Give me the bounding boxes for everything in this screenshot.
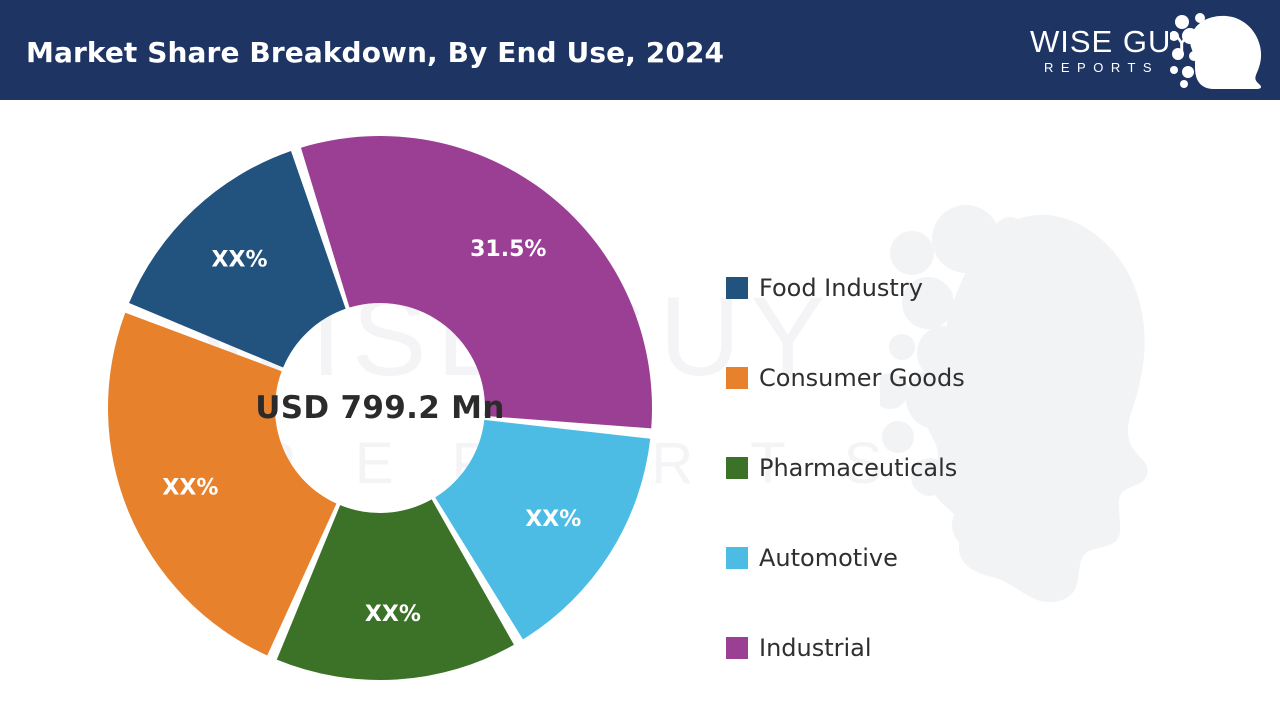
- legend-item[interactable]: Consumer Goods: [726, 333, 1056, 423]
- donut-chart: 31.5% XX% XX% XX% XX%: [108, 136, 652, 681]
- donut-slice-label: XX%: [162, 476, 218, 501]
- donut-slice-label: 31.5%: [470, 237, 546, 262]
- legend-item[interactable]: Automotive: [726, 513, 1056, 603]
- brand-logo: WISE GUY REPORTS: [1022, 10, 1272, 92]
- legend-color-swatch: [726, 367, 748, 389]
- legend-item[interactable]: Food Industry: [726, 243, 1056, 333]
- legend-item[interactable]: Pharmaceuticals: [726, 423, 1056, 513]
- donut-slice-label: XX%: [212, 247, 268, 272]
- donut-slice[interactable]: [108, 312, 337, 656]
- legend-color-swatch: [726, 547, 748, 569]
- legend-item-label: Food Industry: [759, 274, 923, 302]
- legend-color-swatch: [726, 277, 748, 299]
- donut-slice[interactable]: [276, 499, 514, 681]
- donut-slice-label: XX%: [525, 507, 581, 532]
- header-bar: Market Share Breakdown, By End Use, 2024…: [0, 0, 1280, 100]
- donut-slices: [108, 136, 652, 681]
- chart-legend: Food Industry Consumer Goods Pharmaceutica…: [726, 243, 1056, 693]
- logo-wordmark: WISE GUY: [1030, 24, 1194, 59]
- watermark-head-silhouette-icon: [880, 205, 1148, 603]
- legend-color-swatch: [726, 457, 748, 479]
- donut-slice-label: XX%: [365, 602, 421, 627]
- legend-item[interactable]: Industrial: [726, 603, 1056, 693]
- legend-item-label: Pharmaceuticals: [759, 454, 958, 482]
- legend-color-swatch: [726, 637, 748, 659]
- logo-head-silhouette-icon: [1170, 13, 1262, 89]
- page-title: Market Share Breakdown, By End Use, 2024: [26, 36, 725, 69]
- legend-item-label: Automotive: [759, 544, 898, 572]
- donut-slice-labels: 31.5% XX% XX% XX% XX%: [162, 237, 581, 627]
- legend-item-label: Industrial: [759, 634, 872, 662]
- logo-subword: REPORTS: [1044, 60, 1160, 75]
- donut-slice[interactable]: [435, 419, 651, 640]
- donut-slice[interactable]: [129, 150, 346, 368]
- donut-slice[interactable]: [300, 136, 652, 429]
- legend-item-label: Consumer Goods: [759, 364, 965, 392]
